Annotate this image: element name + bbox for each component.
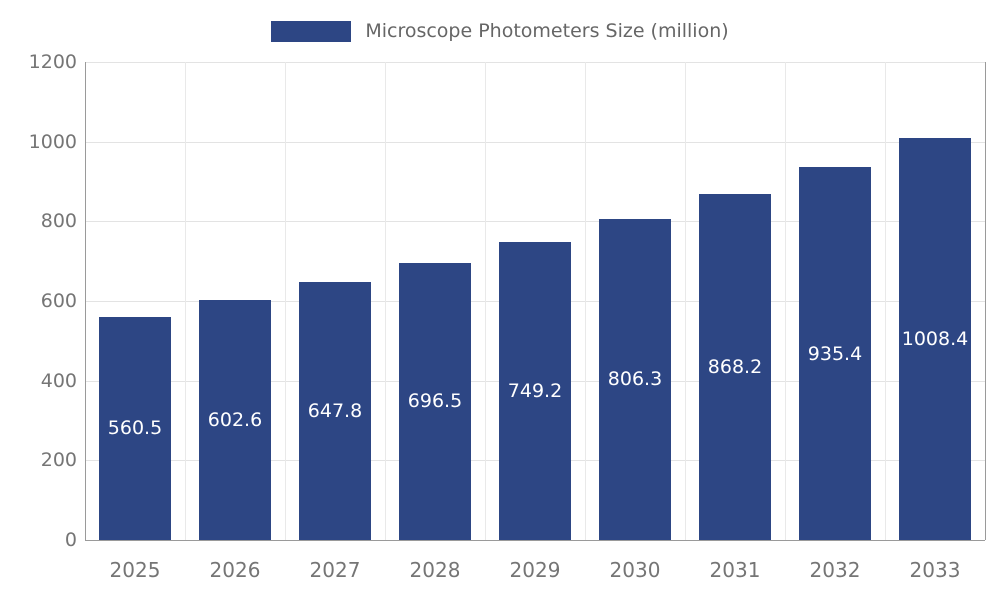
bar-value-label: 602.6 <box>207 408 263 431</box>
bar <box>599 218 671 540</box>
bar-value-label: 1008.4 <box>901 328 969 351</box>
y-axis-tick-label: 1000 <box>28 130 77 153</box>
bar <box>99 316 171 540</box>
x-axis-tick-label: 2031 <box>709 558 761 582</box>
gridline-vertical <box>185 62 186 540</box>
gridline-vertical <box>885 62 886 540</box>
bar <box>199 299 271 540</box>
gridline-vertical <box>385 62 386 540</box>
chart-legend[interactable]: Microscope Photometers Size (million) <box>0 20 1000 42</box>
gridline-horizontal <box>85 62 985 63</box>
x-axis-tick-label: 2030 <box>609 558 661 582</box>
gridline-vertical <box>285 62 286 540</box>
x-axis-line <box>85 540 985 541</box>
bar-value-label: 806.3 <box>607 368 663 391</box>
gridline-vertical <box>585 62 586 540</box>
bar-value-label: 868.2 <box>707 356 763 379</box>
gridline-vertical <box>85 62 86 540</box>
x-axis-tick-label: 2026 <box>209 558 261 582</box>
legend-label: Microscope Photometers Size (million) <box>365 20 729 42</box>
bar-value-label: 935.4 <box>807 342 863 365</box>
x-axis-tick-label: 2032 <box>809 558 861 582</box>
gridline-vertical <box>685 62 686 540</box>
x-axis-tick-label: 2028 <box>409 558 461 582</box>
y-axis-tick-label: 600 <box>40 290 77 312</box>
y-axis-tick-label: 1200 <box>28 51 77 73</box>
gridline-vertical <box>985 62 986 540</box>
bar-value-label: 696.5 <box>407 390 463 413</box>
bar-value-label: 647.8 <box>307 399 363 422</box>
bar <box>299 281 371 540</box>
bar <box>399 262 471 540</box>
gridline-horizontal <box>85 221 985 223</box>
x-axis-tick-label: 2033 <box>909 558 961 582</box>
y-axis-tick-label: 800 <box>40 210 77 233</box>
bar <box>899 138 971 540</box>
y-axis-tick-label: 0 <box>64 529 77 551</box>
bar <box>799 167 871 540</box>
gridline-vertical <box>785 62 786 540</box>
y-axis-tick-label: 200 <box>40 449 77 472</box>
gridline-horizontal <box>85 141 985 143</box>
x-axis-tick-label: 2027 <box>309 558 361 582</box>
x-axis-tick-label: 2025 <box>109 558 161 582</box>
bar <box>499 241 571 540</box>
y-axis-tick-label: 400 <box>40 369 77 392</box>
bar <box>699 194 771 540</box>
bar-value-label: 560.5 <box>107 417 163 440</box>
gridline-vertical <box>485 62 486 540</box>
bar-value-label: 749.2 <box>507 379 563 402</box>
legend-swatch <box>271 20 352 42</box>
x-axis-tick-label: 2029 <box>509 558 561 582</box>
